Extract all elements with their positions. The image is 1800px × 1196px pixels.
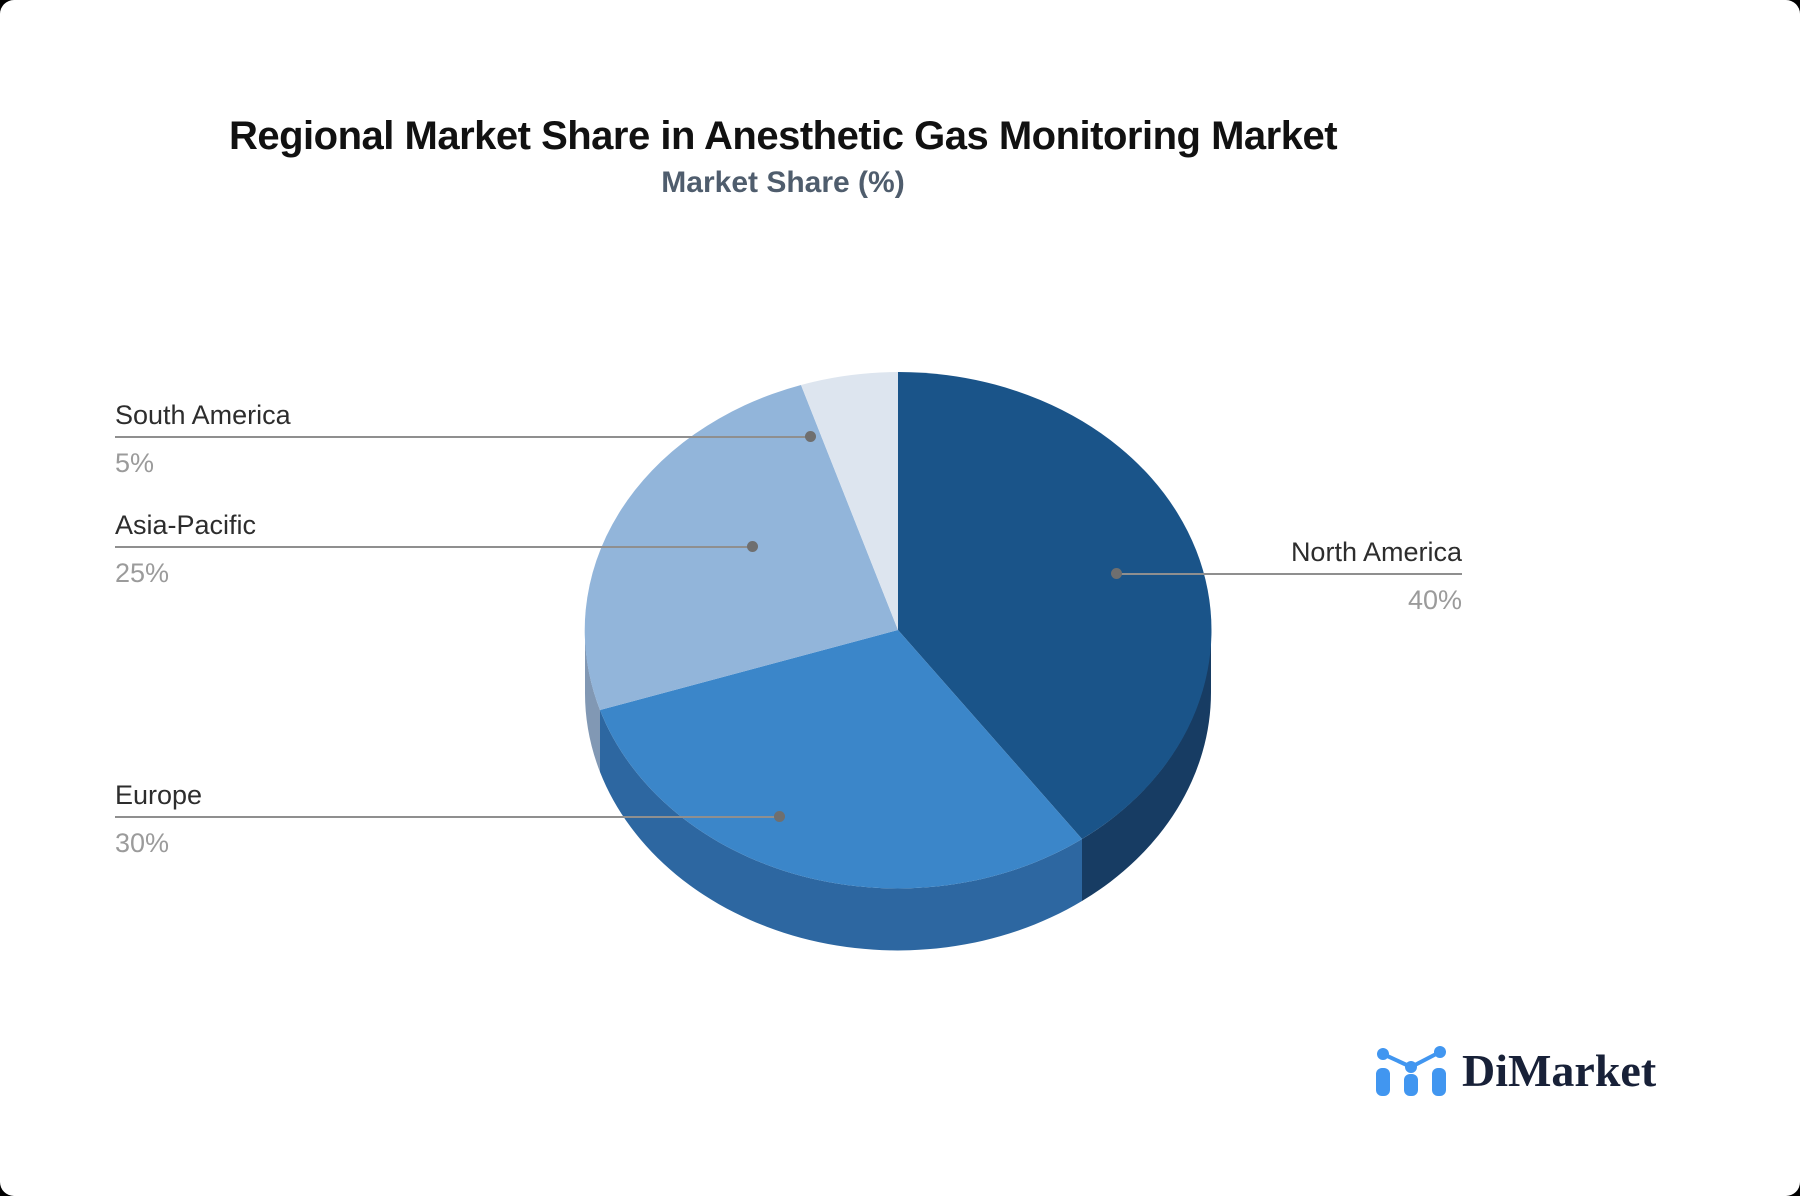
chart-title: Regional Market Share in Anesthetic Gas … <box>228 114 1338 158</box>
callout-label-europe: Europe <box>115 780 203 810</box>
callout-label-north-america: North America <box>1290 537 1462 567</box>
chart-subtitle: Market Share (%) <box>661 166 905 199</box>
leader-line-europe <box>115 816 779 818</box>
bar-chart-trend-icon <box>1376 1046 1446 1096</box>
callout-percent-asia-pacific: 25% <box>115 558 170 588</box>
callout-percent-south-america: 5% <box>115 448 155 478</box>
pie-slice-north-america[interactable] <box>898 371 1212 839</box>
leader-dot-asia-pacific <box>747 541 758 552</box>
brand-name: DiMarket <box>1462 1045 1657 1096</box>
leader-dot-south-america <box>805 431 816 442</box>
brand-logo: DiMarket <box>1374 1040 1656 1096</box>
pie-slice-south-america[interactable] <box>801 372 898 630</box>
callout-label-asia-pacific: Asia-Pacific <box>115 510 257 540</box>
leader-dot-north-america <box>1111 568 1122 579</box>
leader-line-south-america <box>115 436 810 438</box>
pie-side-north-america <box>1082 630 1212 901</box>
leader-line-asia-pacific <box>115 546 752 548</box>
pie-side-europe <box>600 710 1082 951</box>
pie-slice-europe[interactable] <box>600 630 1082 889</box>
leader-line-north-america <box>1117 573 1462 575</box>
callout-label-south-america: South America <box>115 400 291 430</box>
pie-side-asia-pacific <box>584 630 600 772</box>
leader-dot-europe <box>774 811 785 822</box>
callout-percent-north-america: 40% <box>1407 585 1462 615</box>
callout-percent-europe: 30% <box>115 828 170 858</box>
